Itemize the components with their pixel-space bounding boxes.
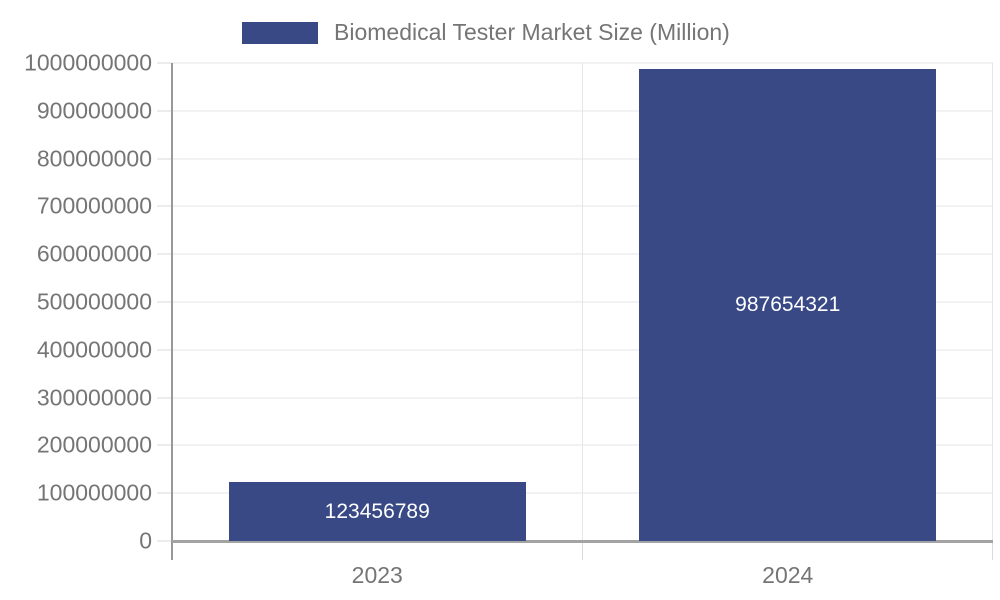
y-axis-line	[171, 63, 173, 560]
y-gridline	[172, 349, 993, 351]
y-axis-tick	[157, 397, 172, 399]
x-tick-label-2023: 2023	[351, 562, 403, 588]
bar-value-label: 123456789	[324, 499, 430, 523]
y-tick-label: 0	[139, 527, 152, 554]
y-tick-label: 600000000	[36, 240, 152, 267]
y-tick-label: 300000000	[36, 384, 152, 411]
y-axis-tick	[157, 158, 172, 160]
y-tick-label: 700000000	[36, 192, 152, 219]
y-gridline	[172, 158, 993, 160]
x-tick-label-2024: 2024	[762, 562, 814, 588]
bar-2024[interactable]: 987654321	[639, 68, 937, 541]
bar-value-label: 987654321	[735, 292, 841, 316]
y-axis-tick	[157, 492, 172, 494]
y-axis-tick	[157, 444, 172, 446]
y-tick-label: 1000000000	[24, 49, 152, 76]
legend[interactable]: Biomedical Tester Market Size (Million)	[242, 19, 730, 46]
y-axis-tick	[157, 349, 172, 351]
y-axis-tick	[157, 62, 172, 64]
x-gridline	[992, 63, 993, 541]
plot-area: 123456789 987654321 2023 2024	[171, 62, 993, 588]
y-gridline	[172, 62, 993, 64]
y-axis-tick	[157, 301, 172, 303]
x-axis-tick	[581, 541, 583, 560]
y-gridline	[172, 444, 993, 446]
y-gridline	[172, 205, 993, 207]
y-tick-label: 800000000	[36, 145, 152, 172]
y-tick-label: 400000000	[36, 336, 152, 363]
bar-2023[interactable]: 123456789	[228, 482, 526, 541]
y-axis-tick	[157, 540, 172, 542]
legend-swatch	[242, 21, 318, 44]
y-gridline	[172, 253, 993, 255]
y-tick-label: 200000000	[36, 431, 152, 458]
legend-label: Biomedical Tester Market Size (Million)	[334, 19, 730, 45]
y-tick-label: 100000000	[36, 479, 152, 506]
y-axis-tick	[157, 205, 172, 207]
y-axis-tick	[157, 253, 172, 255]
y-gridline	[172, 492, 993, 494]
y-gridline	[172, 397, 993, 399]
y-axis-tick	[157, 110, 172, 112]
x-gridline	[581, 63, 583, 541]
y-gridline	[172, 301, 993, 303]
y-tick-label: 500000000	[36, 288, 152, 315]
y-axis: 0 100000000 200000000 300000000 400000000 500…	[0, 50, 172, 554]
x-axis-tick	[992, 541, 993, 560]
y-gridline	[172, 110, 993, 112]
x-axis-line	[172, 539, 993, 543]
y-tick-label: 900000000	[36, 97, 152, 124]
